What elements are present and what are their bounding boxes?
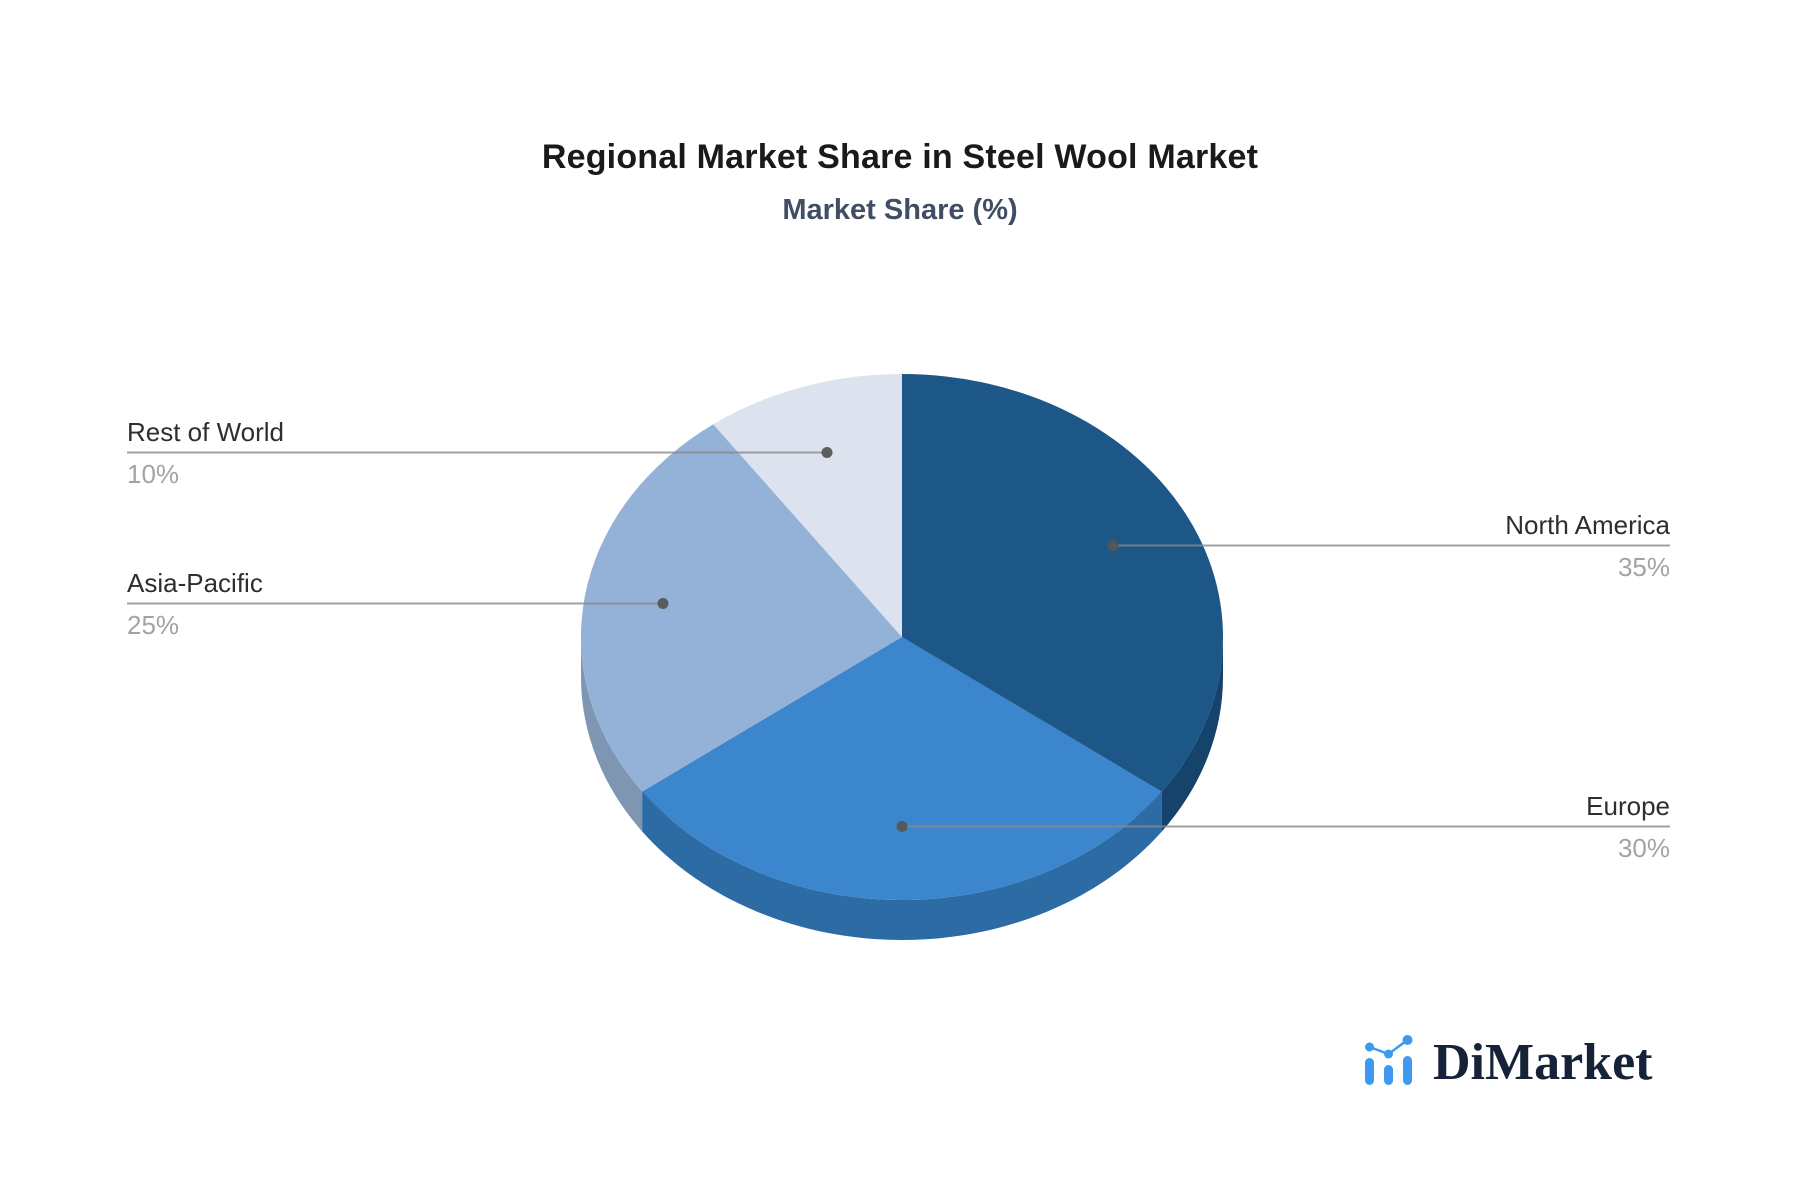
bar-line-chart-icon <box>1363 1032 1419 1093</box>
slice-value: 25% <box>127 610 180 640</box>
callout-label-asia-pacific: Asia-Pacific <box>127 570 263 596</box>
slice-label: North America <box>1505 510 1670 540</box>
slice-label: Rest of World <box>127 417 285 447</box>
callout-label-rest-of-world: Rest of World <box>127 419 284 445</box>
pie-slice-rest-of-world[interactable] <box>713 373 902 637</box>
callout-value-rest-of-world: 10% <box>127 461 179 487</box>
pie-side-north-america <box>1161 637 1224 832</box>
pie-side-asia-pacific <box>581 637 643 832</box>
leader-dot-europe <box>896 821 908 832</box>
slice-value: 30% <box>1617 833 1670 863</box>
chart-subtitle: Market Share (%) <box>782 194 1018 226</box>
leader-dot-rest-of-world <box>821 447 833 458</box>
pie-side-europe <box>642 791 1162 941</box>
brand-logo: DiMarket <box>1363 1032 1652 1093</box>
callout-value-asia-pacific: 25% <box>127 612 179 638</box>
leader-dot-asia-pacific <box>657 598 669 609</box>
pie-slice-europe[interactable] <box>642 637 1162 901</box>
slice-value: 35% <box>1617 552 1670 582</box>
callout-value-europe: 30% <box>1618 835 1670 861</box>
brand-name: DiMarket <box>1433 1033 1653 1091</box>
callout-value-north-america: 35% <box>1618 554 1670 580</box>
slice-value: 10% <box>127 459 180 489</box>
pie-slice-north-america[interactable] <box>902 374 1224 792</box>
slice-label: Asia-Pacific <box>127 568 263 598</box>
callout-label-north-america: North America <box>1505 512 1670 538</box>
callout-label-europe: Europe <box>1586 793 1670 819</box>
slice-label: Europe <box>1586 791 1670 821</box>
chart-title: Regional Market Share in Steel Wool Mark… <box>541 138 1259 176</box>
leader-dot-north-america <box>1107 540 1119 551</box>
pie-slice-asia-pacific[interactable] <box>580 424 902 792</box>
